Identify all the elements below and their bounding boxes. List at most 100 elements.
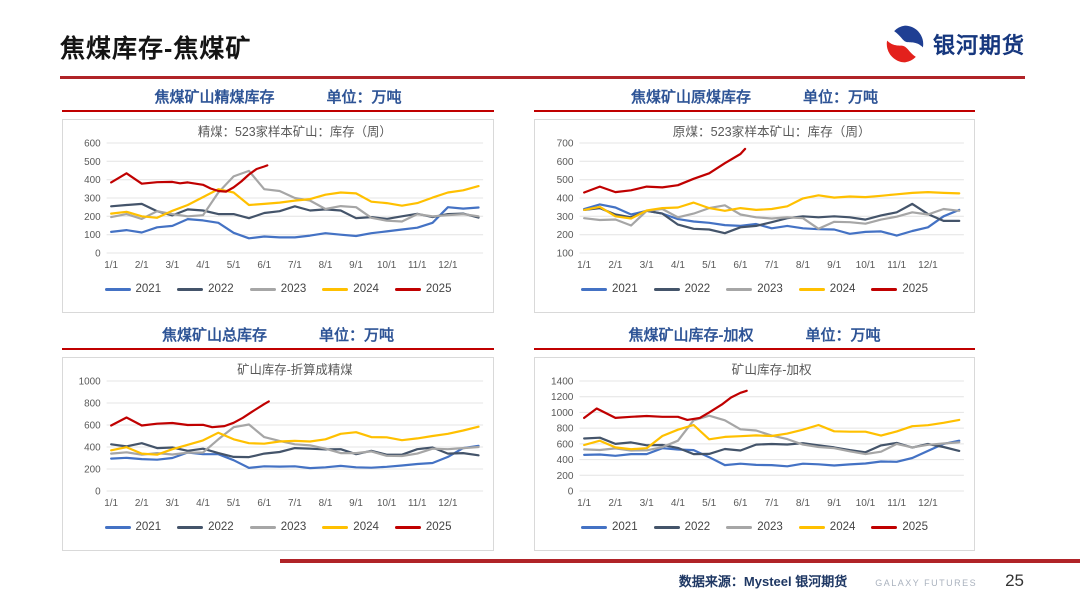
svg-text:9/1: 9/1 bbox=[349, 498, 363, 509]
chart-4-svg: 矿山库存-加权 0 200 400 600 800 1000 1200 1400 1/1 2/1 3/… bbox=[551, 362, 964, 509]
chart-panel-header: 焦煤矿山精煤库存 单位：万吨 bbox=[62, 86, 494, 112]
svg-text:7/1: 7/1 bbox=[765, 498, 779, 509]
chart-canvas: 矿山库存-加权 0 200 400 600 800 1000 1200 1400 1/1 2/1 3/… bbox=[534, 357, 975, 551]
legend-label: 2023 bbox=[280, 521, 307, 533]
chart-2-svg: 原煤：523家样本矿山：库存（周） 100 200 300 400 500 600 700 1/… bbox=[557, 124, 964, 271]
svg-text:400: 400 bbox=[84, 442, 101, 453]
svg-text:600: 600 bbox=[557, 157, 574, 168]
svg-text:3/1: 3/1 bbox=[640, 260, 654, 271]
svg-text:0: 0 bbox=[95, 486, 101, 497]
legend-item-2023: 2023 bbox=[726, 521, 783, 533]
legend-line-swatch bbox=[871, 287, 898, 291]
legend-item-2024: 2024 bbox=[322, 521, 379, 533]
svg-text:12/1: 12/1 bbox=[918, 260, 938, 271]
svg-text:800: 800 bbox=[84, 398, 101, 409]
svg-text:300: 300 bbox=[84, 193, 101, 204]
svg-text:1000: 1000 bbox=[551, 408, 574, 419]
slide-header: 焦煤库存-焦煤矿 银河期货 bbox=[60, 18, 1025, 79]
chart-plot-area: 矿山库存-加权 0 200 400 600 800 1000 1200 1400 1/1 2/1 3/… bbox=[535, 361, 974, 513]
legend-label: 2022 bbox=[684, 521, 711, 533]
chart-unit-label: 单位：万吨 bbox=[805, 327, 881, 344]
svg-text:11/1: 11/1 bbox=[408, 498, 427, 509]
legend-item-2022: 2022 bbox=[177, 521, 234, 533]
svg-text:500: 500 bbox=[557, 175, 574, 186]
legend-line-swatch bbox=[726, 525, 753, 529]
legend-item-2025: 2025 bbox=[394, 283, 452, 295]
brand-logo: 银河期货 bbox=[885, 24, 1025, 64]
legend-line-swatch bbox=[177, 287, 204, 291]
chart-1-svg: 精煤：523家样本矿山：库存（周） 0 100 200 300 400 500 600 1/1 2… bbox=[84, 124, 484, 271]
chart-unit-label: 单位：万吨 bbox=[326, 89, 402, 106]
page-number: 25 bbox=[1005, 571, 1024, 590]
legend-line-swatch bbox=[177, 525, 204, 529]
svg-text:600: 600 bbox=[557, 439, 574, 450]
legend-line-swatch bbox=[581, 525, 608, 529]
svg-text:8/1: 8/1 bbox=[319, 260, 333, 271]
svg-text:7/1: 7/1 bbox=[288, 260, 302, 271]
svg-text:1/1: 1/1 bbox=[104, 498, 118, 509]
legend-item-2022: 2022 bbox=[653, 283, 710, 295]
svg-text:7/1: 7/1 bbox=[288, 498, 302, 509]
svg-text:600: 600 bbox=[84, 420, 101, 431]
svg-text:600: 600 bbox=[84, 138, 101, 149]
legend-line-swatch bbox=[798, 287, 825, 291]
svg-text:700: 700 bbox=[557, 139, 574, 150]
legend-label: 2025 bbox=[902, 521, 928, 533]
svg-text:5/1: 5/1 bbox=[702, 498, 716, 509]
chart-panel-title: 焦煤矿山总库存 bbox=[161, 327, 267, 344]
svg-text:精煤：523家样本矿山：库存（周）: 精煤：523家样本矿山：库存（周） bbox=[198, 124, 392, 139]
svg-text:5/1: 5/1 bbox=[227, 498, 241, 509]
chart-plot-area: 精煤：523家样本矿山：库存（周） 0 100 200 300 400 500 600 1/1 2… bbox=[63, 123, 493, 275]
svg-text:6/1: 6/1 bbox=[733, 498, 747, 509]
legend-item-2024: 2024 bbox=[798, 521, 855, 533]
legend-label: 2024 bbox=[829, 283, 856, 295]
legend-label: 2023 bbox=[280, 283, 307, 295]
svg-text:2/1: 2/1 bbox=[608, 260, 622, 271]
svg-text:1/1: 1/1 bbox=[577, 260, 591, 271]
svg-text:8/1: 8/1 bbox=[796, 498, 810, 509]
legend-item-2023: 2023 bbox=[249, 283, 307, 295]
legend-line-swatch bbox=[394, 287, 421, 291]
svg-text:5/1: 5/1 bbox=[702, 260, 716, 271]
legend-label: 2022 bbox=[208, 283, 234, 295]
chart-panel-4: 焦煤矿山库存-加权 单位：万吨 矿山库存-加权 0 200 400 600 800 1000… bbox=[534, 324, 975, 551]
legend-label: 2025 bbox=[425, 283, 452, 295]
page-title: 焦煤库存-焦煤矿 bbox=[60, 35, 252, 63]
legend-label: 2024 bbox=[353, 283, 379, 295]
legend-line-swatch bbox=[726, 287, 753, 291]
svg-text:矿山库存-加权: 矿山库存-加权 bbox=[732, 362, 812, 377]
svg-text:400: 400 bbox=[557, 194, 574, 205]
svg-text:2/1: 2/1 bbox=[135, 498, 149, 509]
legend-label: 2021 bbox=[612, 521, 638, 533]
legend-label: 2025 bbox=[425, 521, 452, 533]
legend-line-swatch bbox=[104, 525, 131, 529]
svg-text:2/1: 2/1 bbox=[608, 498, 622, 509]
svg-text:400: 400 bbox=[84, 175, 101, 186]
legend-item-2024: 2024 bbox=[322, 283, 379, 295]
chart-panel-title: 焦煤矿山库存-加权 bbox=[628, 327, 754, 344]
legend-item-2023: 2023 bbox=[726, 283, 783, 295]
svg-text:6/1: 6/1 bbox=[257, 498, 271, 509]
svg-text:10/1: 10/1 bbox=[377, 498, 397, 509]
svg-text:5/1: 5/1 bbox=[227, 260, 241, 271]
legend-label: 2024 bbox=[353, 521, 379, 533]
svg-text:矿山库存-折算成精煤: 矿山库存-折算成精煤 bbox=[237, 362, 353, 377]
legend-item-2021: 2021 bbox=[104, 283, 161, 295]
brand-name: 银河期货 bbox=[932, 33, 1025, 58]
chart-3-svg: 矿山库存-折算成精煤 0 200 400 600 800 1000 1/1 2/1 3/1 4/1 5… bbox=[79, 362, 484, 509]
svg-text:400: 400 bbox=[557, 455, 574, 466]
chart-unit-label: 单位：万吨 bbox=[319, 327, 395, 344]
brand-wordmark: GALAXY FUTURES bbox=[875, 578, 978, 588]
svg-text:4/1: 4/1 bbox=[196, 498, 210, 509]
chart-legend: 2021 2022 2023 2024 2025 bbox=[535, 275, 974, 303]
legend-line-swatch bbox=[104, 287, 131, 291]
legend-line-swatch bbox=[871, 525, 898, 529]
chart-plot-area: 原煤：523家样本矿山：库存（周） 100 200 300 400 500 600 700 1/… bbox=[535, 123, 974, 275]
svg-text:2/1: 2/1 bbox=[135, 260, 149, 271]
legend-item-2023: 2023 bbox=[249, 521, 307, 533]
svg-text:0: 0 bbox=[95, 248, 101, 259]
svg-text:0: 0 bbox=[568, 487, 574, 498]
legend-label: 2023 bbox=[757, 521, 783, 533]
chart-panel-title: 焦煤矿山精煤库存 bbox=[154, 89, 275, 106]
data-source-text: 数据来源：Mysteel 银河期货 bbox=[678, 574, 848, 589]
